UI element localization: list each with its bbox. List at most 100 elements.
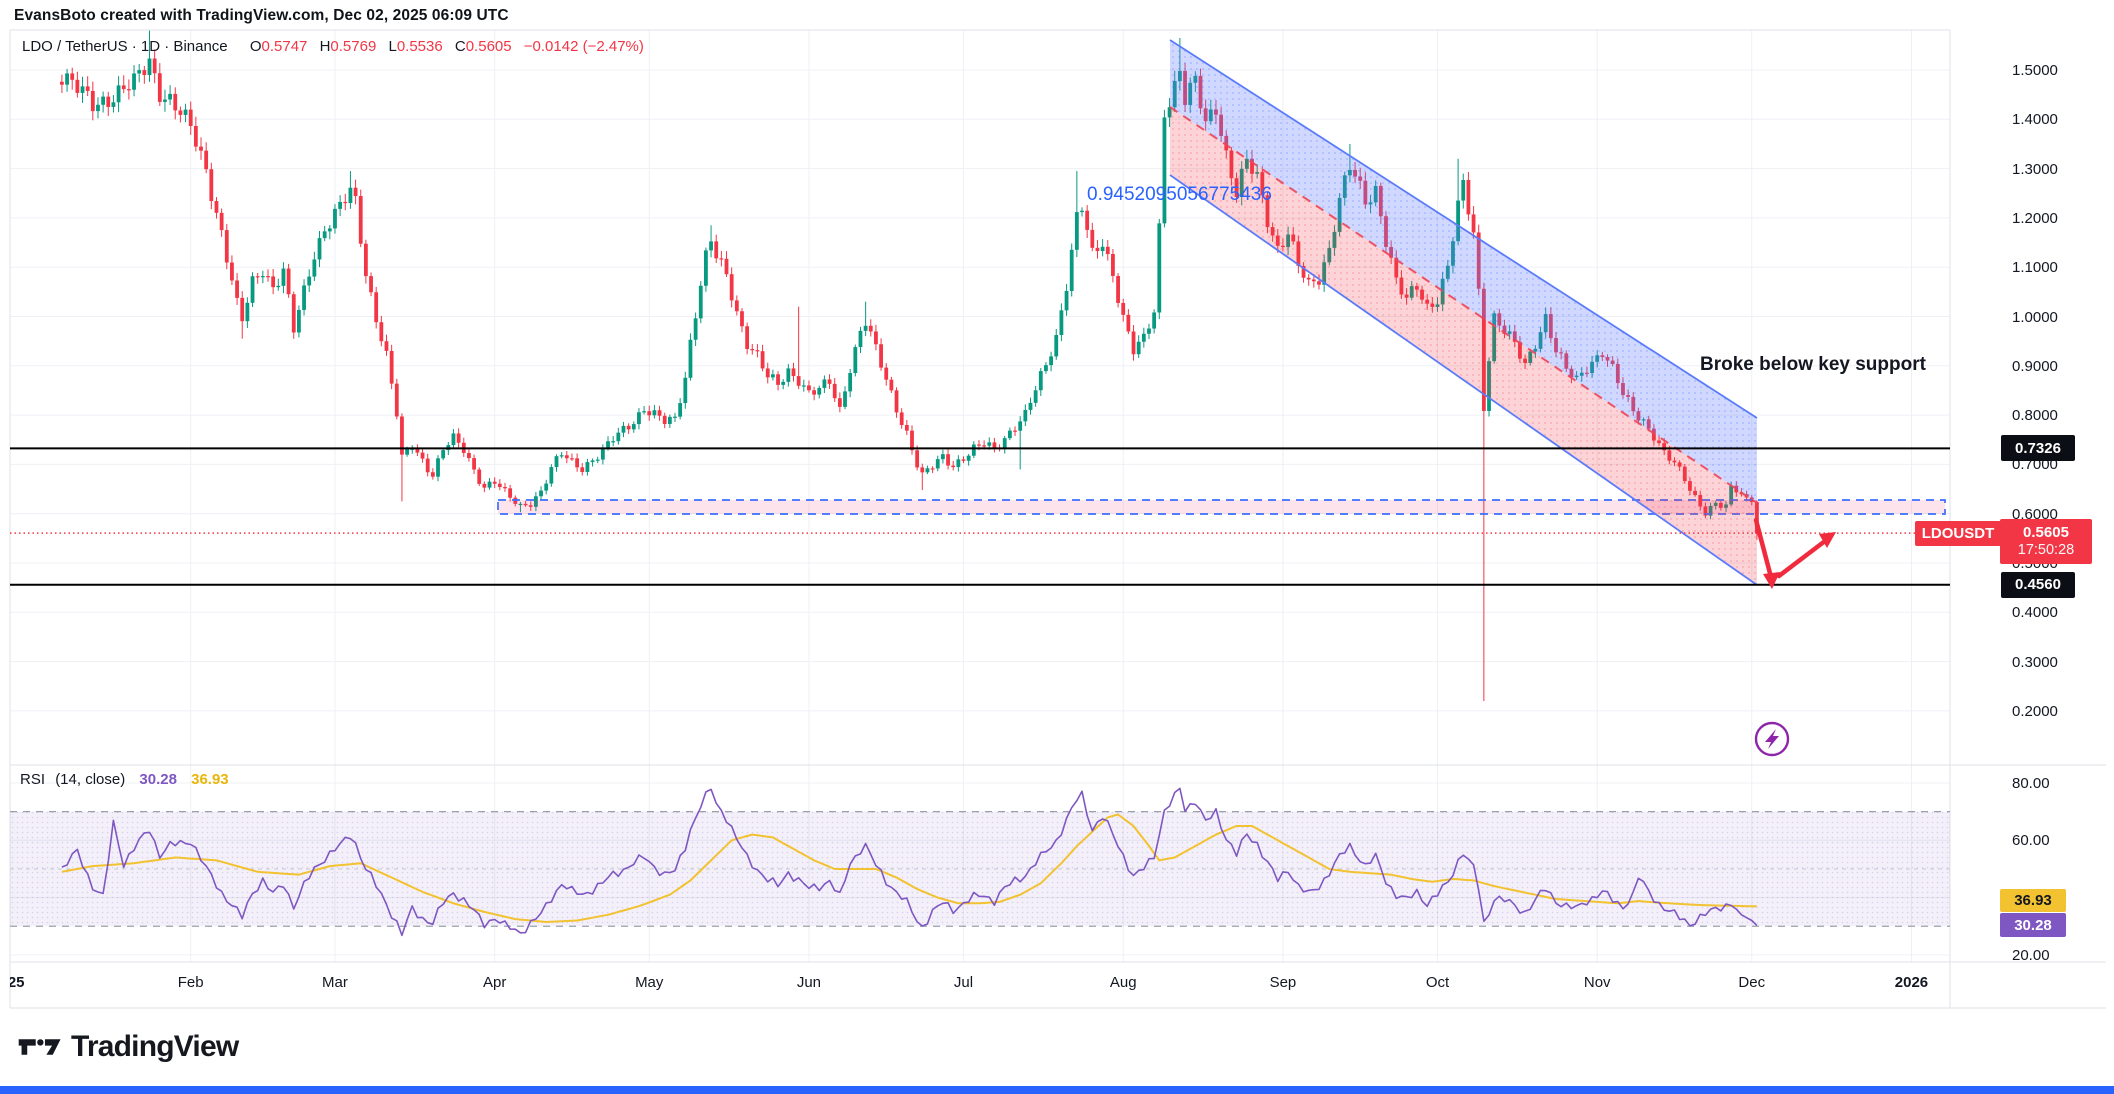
candle xyxy=(539,490,543,497)
candle xyxy=(436,458,440,477)
candle xyxy=(590,460,595,463)
symbol-price-pill: LDOUSDT xyxy=(1915,521,2001,546)
candle xyxy=(528,505,533,507)
candle xyxy=(327,228,332,232)
candle xyxy=(827,379,832,384)
candle xyxy=(935,459,940,469)
candle xyxy=(1018,421,1023,431)
candle xyxy=(374,292,379,323)
candle xyxy=(142,70,147,76)
candle xyxy=(60,81,64,85)
candle xyxy=(157,73,162,102)
candle xyxy=(1049,356,1053,366)
candle xyxy=(657,410,662,416)
rsi-plot xyxy=(61,787,1758,937)
lightning-badge-icon[interactable] xyxy=(1754,721,1790,757)
close-label: C xyxy=(454,38,466,55)
candle xyxy=(647,411,652,416)
candle xyxy=(698,285,703,319)
candle xyxy=(678,403,683,417)
time-tick-label: Dec xyxy=(1738,974,1766,991)
price-axis[interactable]: 1.5000 1.4000 1.3000 1.2000 1.1000 1.0000 0.90… xyxy=(1950,30,2114,964)
price-tick-label: 1.5000 xyxy=(2012,62,2058,79)
candle xyxy=(384,341,389,351)
candle xyxy=(394,383,399,417)
rsi-title: RSI xyxy=(20,771,46,788)
candle xyxy=(920,467,925,473)
candle xyxy=(987,442,992,446)
candle xyxy=(863,325,868,331)
candle xyxy=(673,416,677,418)
candle xyxy=(106,96,111,107)
candle xyxy=(90,90,95,112)
candle xyxy=(544,483,549,491)
candle xyxy=(1131,331,1136,355)
candle xyxy=(456,433,461,443)
candle xyxy=(281,268,286,286)
candle xyxy=(750,349,755,351)
candle xyxy=(549,467,554,484)
price-tick-label: 0.9000 xyxy=(2012,357,2058,375)
candle xyxy=(1461,179,1466,201)
open-value: 0.5747 xyxy=(261,38,308,55)
candle xyxy=(1064,290,1069,311)
candle xyxy=(966,455,971,461)
rsi-current-value: 30.28 xyxy=(139,771,177,788)
time-tick-label: Jun xyxy=(796,974,822,991)
candle xyxy=(343,201,348,204)
candle xyxy=(173,93,178,111)
candle xyxy=(1002,438,1007,449)
candle xyxy=(626,425,631,430)
candle xyxy=(971,444,976,456)
symbol-title: LDO / TetherUS · 1D · Binance xyxy=(22,38,228,55)
candle xyxy=(1054,335,1059,357)
candle xyxy=(467,452,471,459)
candle xyxy=(1090,229,1095,248)
candle xyxy=(910,430,914,451)
price-level-lines[interactable] xyxy=(10,447,1950,586)
candle xyxy=(317,238,322,260)
tradingview-logo[interactable]: TradingView xyxy=(18,1030,239,1064)
candle xyxy=(770,374,775,378)
candle xyxy=(193,125,198,147)
candle xyxy=(930,468,935,470)
candle xyxy=(631,424,636,430)
candle xyxy=(271,276,276,288)
candle xyxy=(96,104,100,112)
candle xyxy=(168,93,173,100)
candle xyxy=(606,441,610,449)
time-tick-label: Apr xyxy=(483,974,507,991)
candle xyxy=(322,231,327,239)
candle xyxy=(183,109,188,115)
support-zone-drawing[interactable] xyxy=(497,499,1946,515)
rsi-ma-value-tag: 36.93 xyxy=(2000,889,2066,912)
candle xyxy=(709,241,713,251)
candle xyxy=(740,311,744,327)
candle xyxy=(415,448,420,453)
candle xyxy=(291,294,296,333)
forecast-arrows-drawing[interactable] xyxy=(1753,517,1836,589)
descending-channel-drawing[interactable] xyxy=(1169,39,1758,586)
candle xyxy=(1136,341,1141,355)
candle xyxy=(801,385,806,387)
candle xyxy=(600,448,605,460)
candle xyxy=(874,331,878,345)
change-value: −0.0142 (−2.47%) xyxy=(523,38,644,55)
candle xyxy=(1013,430,1017,432)
candle xyxy=(956,459,961,468)
candle xyxy=(925,468,930,473)
rsi-line xyxy=(61,787,1758,937)
price-tick-label: 0.2000 xyxy=(2012,702,2058,720)
candle xyxy=(70,73,75,80)
time-axis[interactable]: 2025 Feb Mar Apr May Jun Jul Aug Sep Oct Nov Dec 202… xyxy=(10,962,1950,1008)
candle xyxy=(199,146,203,151)
candle xyxy=(333,208,337,229)
rsi-ma-line xyxy=(61,813,1757,923)
candle xyxy=(1111,254,1115,276)
candle xyxy=(219,212,224,231)
candle xyxy=(1028,402,1033,410)
high-value: 0.5769 xyxy=(330,38,377,55)
time-tick-label: 2025 xyxy=(10,974,25,991)
candle xyxy=(369,276,373,293)
